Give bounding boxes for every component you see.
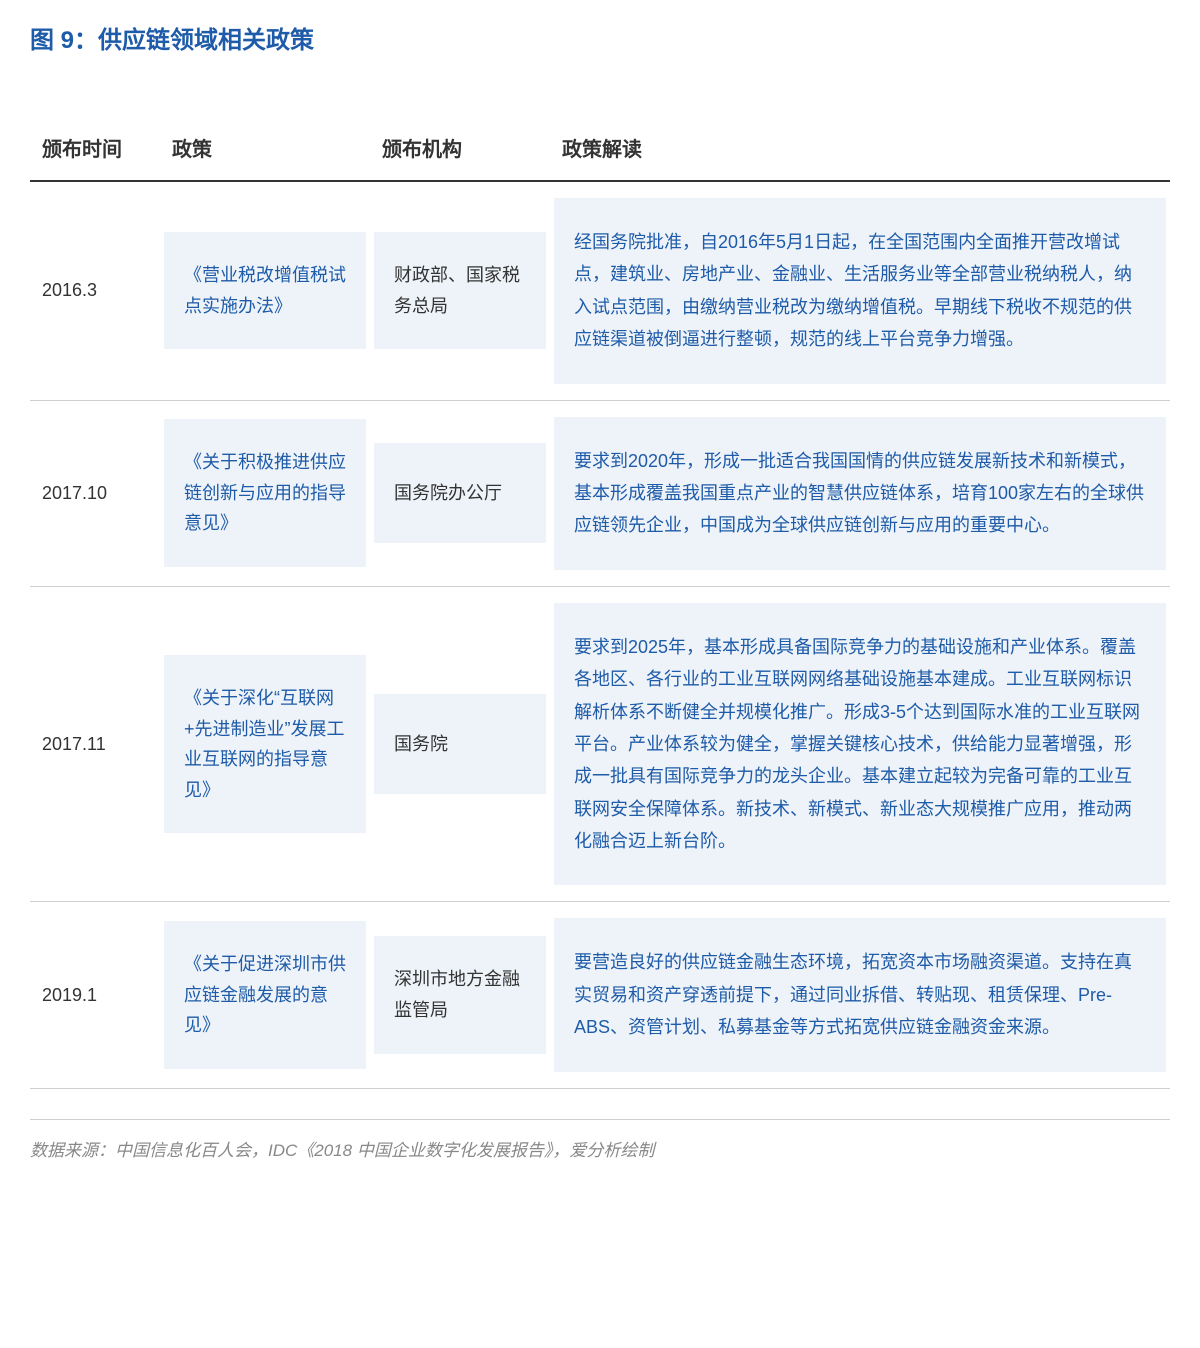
cell-desc: 要求到2020年，形成一批适合我国国情的供应链发展新技术和新模式，基本形成覆盖我… xyxy=(550,400,1170,586)
cell-date: 2016.3 xyxy=(30,181,160,400)
cell-desc: 要求到2025年，基本形成具备国际竞争力的基础设施和产业体系。覆盖各地区、各行业… xyxy=(550,586,1170,902)
cell-desc: 经国务院批准，自2016年5月1日起，在全国范围内全面推开营改增试点，建筑业、房… xyxy=(550,181,1170,400)
policy-text: 《关于积极推进供应链创新与应用的指导意见》 xyxy=(184,447,346,539)
table-header-row: 颁布时间 政策 颁布机构 政策解读 xyxy=(30,115,1170,181)
agency-text: 深圳市地方金融监管局 xyxy=(394,964,526,1025)
col-header-policy: 政策 xyxy=(160,115,370,181)
cell-agency: 深圳市地方金融监管局 xyxy=(370,902,550,1088)
desc-text: 经国务院批准，自2016年5月1日起，在全国范围内全面推开营改增试点，建筑业、房… xyxy=(574,226,1146,356)
col-header-agency: 颁布机构 xyxy=(370,115,550,181)
cell-policy: 《关于深化“互联网+先进制造业”发展工业互联网的指导意见》 xyxy=(160,586,370,902)
table-row: 2019.1 《关于促进深圳市供应链金融发展的意见》 深圳市地方金融监管局 要营… xyxy=(30,902,1170,1088)
policy-table: 颁布时间 政策 颁布机构 政策解读 2016.3 《营业税改增值税试点实施办法》… xyxy=(30,115,1170,1089)
desc-text: 要求到2025年，基本形成具备国际竞争力的基础设施和产业体系。覆盖各地区、各行业… xyxy=(574,631,1146,858)
col-header-date: 颁布时间 xyxy=(30,115,160,181)
table-row: 2016.3 《营业税改增值税试点实施办法》 财政部、国家税务总局 经国务院批准… xyxy=(30,181,1170,400)
table-row: 2017.11 《关于深化“互联网+先进制造业”发展工业互联网的指导意见》 国务… xyxy=(30,586,1170,902)
agency-text: 国务院办公厅 xyxy=(394,478,502,509)
data-source-footer: 数据来源：中国信息化百人会，IDC《2018 中国企业数字化发展报告》，爱分析绘… xyxy=(30,1119,1170,1161)
policy-text: 《营业税改增值税试点实施办法》 xyxy=(184,260,346,321)
cell-date: 2019.1 xyxy=(30,902,160,1088)
figure-title: 图 9：供应链领域相关政策 xyxy=(30,20,1170,55)
desc-text: 要求到2020年，形成一批适合我国国情的供应链发展新技术和新模式，基本形成覆盖我… xyxy=(574,445,1146,542)
policy-text: 《关于深化“互联网+先进制造业”发展工业互联网的指导意见》 xyxy=(184,683,346,805)
cell-date: 2017.10 xyxy=(30,400,160,586)
cell-policy: 《关于促进深圳市供应链金融发展的意见》 xyxy=(160,902,370,1088)
cell-desc: 要营造良好的供应链金融生态环境，拓宽资本市场融资渠道。支持在真实贸易和资产穿透前… xyxy=(550,902,1170,1088)
desc-text: 要营造良好的供应链金融生态环境，拓宽资本市场融资渠道。支持在真实贸易和资产穿透前… xyxy=(574,946,1146,1043)
cell-agency: 财政部、国家税务总局 xyxy=(370,181,550,400)
cell-policy: 《关于积极推进供应链创新与应用的指导意见》 xyxy=(160,400,370,586)
cell-policy: 《营业税改增值税试点实施办法》 xyxy=(160,181,370,400)
cell-date: 2017.11 xyxy=(30,586,160,902)
table-row: 2017.10 《关于积极推进供应链创新与应用的指导意见》 国务院办公厅 要求到… xyxy=(30,400,1170,586)
table-body: 2016.3 《营业税改增值税试点实施办法》 财政部、国家税务总局 经国务院批准… xyxy=(30,181,1170,1088)
cell-agency: 国务院 xyxy=(370,586,550,902)
cell-agency: 国务院办公厅 xyxy=(370,400,550,586)
agency-text: 国务院 xyxy=(394,729,448,760)
col-header-desc: 政策解读 xyxy=(550,115,1170,181)
agency-text: 财政部、国家税务总局 xyxy=(394,260,526,321)
policy-text: 《关于促进深圳市供应链金融发展的意见》 xyxy=(184,949,346,1041)
